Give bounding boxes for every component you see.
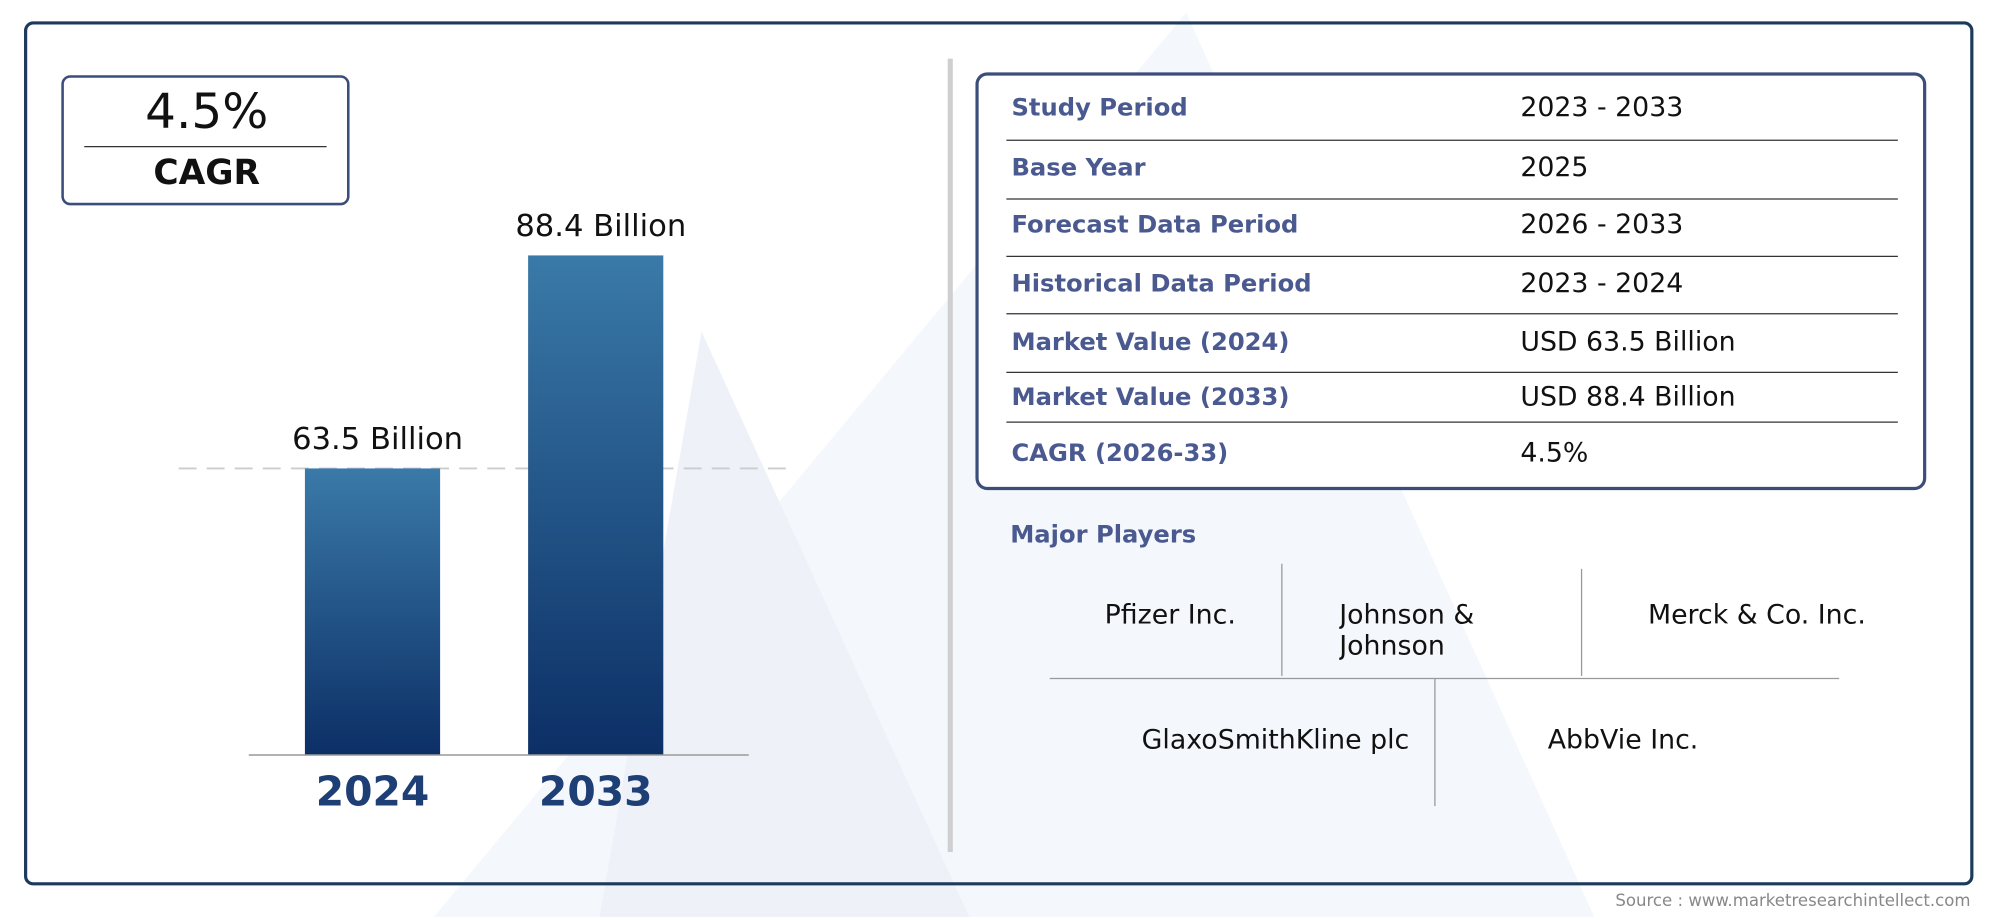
row-value: USD 88.4 Billion	[1520, 381, 1735, 412]
bar	[528, 255, 664, 756]
watermark	[599, 331, 970, 917]
row-value: USD 63.5 Billion	[1520, 327, 1735, 358]
cagr-box	[61, 75, 350, 206]
player-name: Johnson & Johnson	[1339, 599, 1475, 661]
players-title: Major Players	[1010, 521, 1196, 549]
row-value: 2023 - 2024	[1520, 268, 1683, 299]
row-value: 2023 - 2033	[1520, 92, 1683, 123]
row-label: Market Value (2024)	[1011, 328, 1289, 356]
row-label: Historical Data Period	[1011, 269, 1311, 297]
player-cell: Pfizer Inc.	[1104, 599, 1236, 631]
players-grid: Pfizer Inc. Johnson & Johnson Merck & Co. …	[1104, 599, 1866, 756]
row-label: CAGR (2026-33)	[1011, 439, 1228, 467]
row-value: 4.5%	[1520, 438, 1588, 469]
bar-chart: 63.5 Billion 2024 88.4 Billion 2033	[178, 209, 791, 816]
row-label: Market Value (2033)	[1011, 383, 1289, 411]
x-tick-label: 2033	[539, 768, 653, 816]
player-name: GlaxoSmithKline plc	[1141, 724, 1410, 756]
value-label: 63.5 Billion	[292, 422, 463, 457]
player-cell: Merck & Co. Inc.	[1647, 599, 1866, 631]
player-cell: AbbVie Inc.	[1547, 724, 1699, 756]
cagr-label: CAGR	[153, 153, 260, 193]
row-label: Base Year	[1011, 153, 1145, 181]
x-tick-label: 2024	[316, 768, 430, 816]
info-table: Study Period 2023 - 2033 Base Year 2025 Fore…	[1006, 92, 1898, 469]
player-name: Merck & Co. Inc.	[1647, 599, 1866, 631]
row-label: Forecast Data Period	[1011, 211, 1298, 239]
row-value: 2025	[1520, 152, 1588, 183]
outer-border	[24, 21, 1974, 886]
cagr-value: 4.5%	[145, 84, 268, 140]
player-cell: Johnson & Johnson	[1339, 599, 1475, 661]
player-name: Pfizer Inc.	[1104, 599, 1236, 631]
row-label: Study Period	[1011, 93, 1187, 121]
player-name: AbbVie Inc.	[1547, 724, 1699, 756]
source: Source : www.marketresearchintellect.com	[1615, 891, 1970, 910]
info-table-box	[975, 72, 1927, 491]
player-cell: GlaxoSmithKline plc	[1141, 724, 1410, 756]
bar	[304, 468, 441, 756]
value-label: 88.4 Billion	[515, 209, 686, 244]
row-value: 2026 - 2033	[1520, 209, 1683, 240]
